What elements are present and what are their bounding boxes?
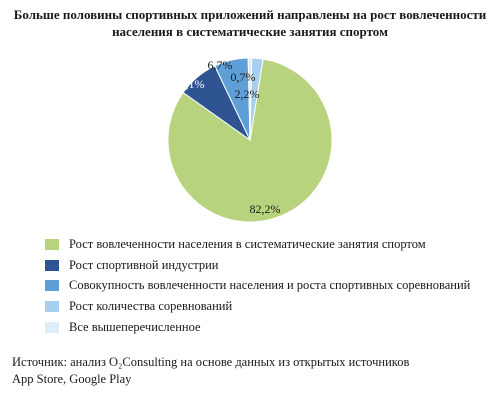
chart-title-line-2: населения в систематические занятия спор…	[112, 24, 388, 39]
chart-legend: Рост вовлеченности населения в системати…	[45, 234, 495, 338]
legend-label: Совокупность вовлеченности населения и р…	[69, 278, 471, 293]
pie-slice	[249, 57, 264, 141]
legend-item: Рост спортивной индустрии	[45, 255, 495, 276]
legend-swatch	[45, 238, 59, 250]
chart-title: Больше половины спортивных приложений на…	[0, 6, 500, 40]
legend-item: Рост вовлеченности населения в системати…	[45, 234, 495, 255]
legend-label: Рост количества соревнований	[69, 299, 233, 314]
source-note: Источник: анализ O₂Consulting на основе …	[12, 354, 492, 388]
legend-swatch	[45, 259, 59, 271]
pie-value-label: 0,7%	[231, 70, 256, 84]
legend-swatch	[45, 280, 59, 292]
pie-value-label: 8,1%	[180, 77, 205, 91]
pie-chart: 82,2% 8,1%6,7% 2,2% 0,7%	[167, 57, 333, 223]
legend-label: Все вышеперечисленное	[69, 320, 201, 335]
legend-label: Рост вовлеченности населения в системати…	[69, 236, 426, 251]
source-line-1: Источник: анализ O₂Consulting на основе …	[12, 355, 410, 369]
chart-title-line-1: Больше половины спортивных приложений на…	[13, 7, 487, 22]
pie-value-label: 2,2%	[235, 87, 260, 101]
legend-label: Рост спортивной индустрии	[69, 257, 219, 272]
pie-value-label: 6,7%	[208, 58, 233, 72]
legend-swatch	[45, 301, 59, 313]
pie-value-label: 82,2%	[250, 202, 281, 216]
legend-item: Совокупность вовлеченности населения и р…	[45, 276, 495, 297]
legend-item: Все вышеперечисленное	[45, 317, 495, 338]
source-line-2: App Store, Google Play	[12, 372, 132, 386]
legend-item: Рост количества соревнований	[45, 296, 495, 317]
legend-swatch	[45, 322, 59, 334]
